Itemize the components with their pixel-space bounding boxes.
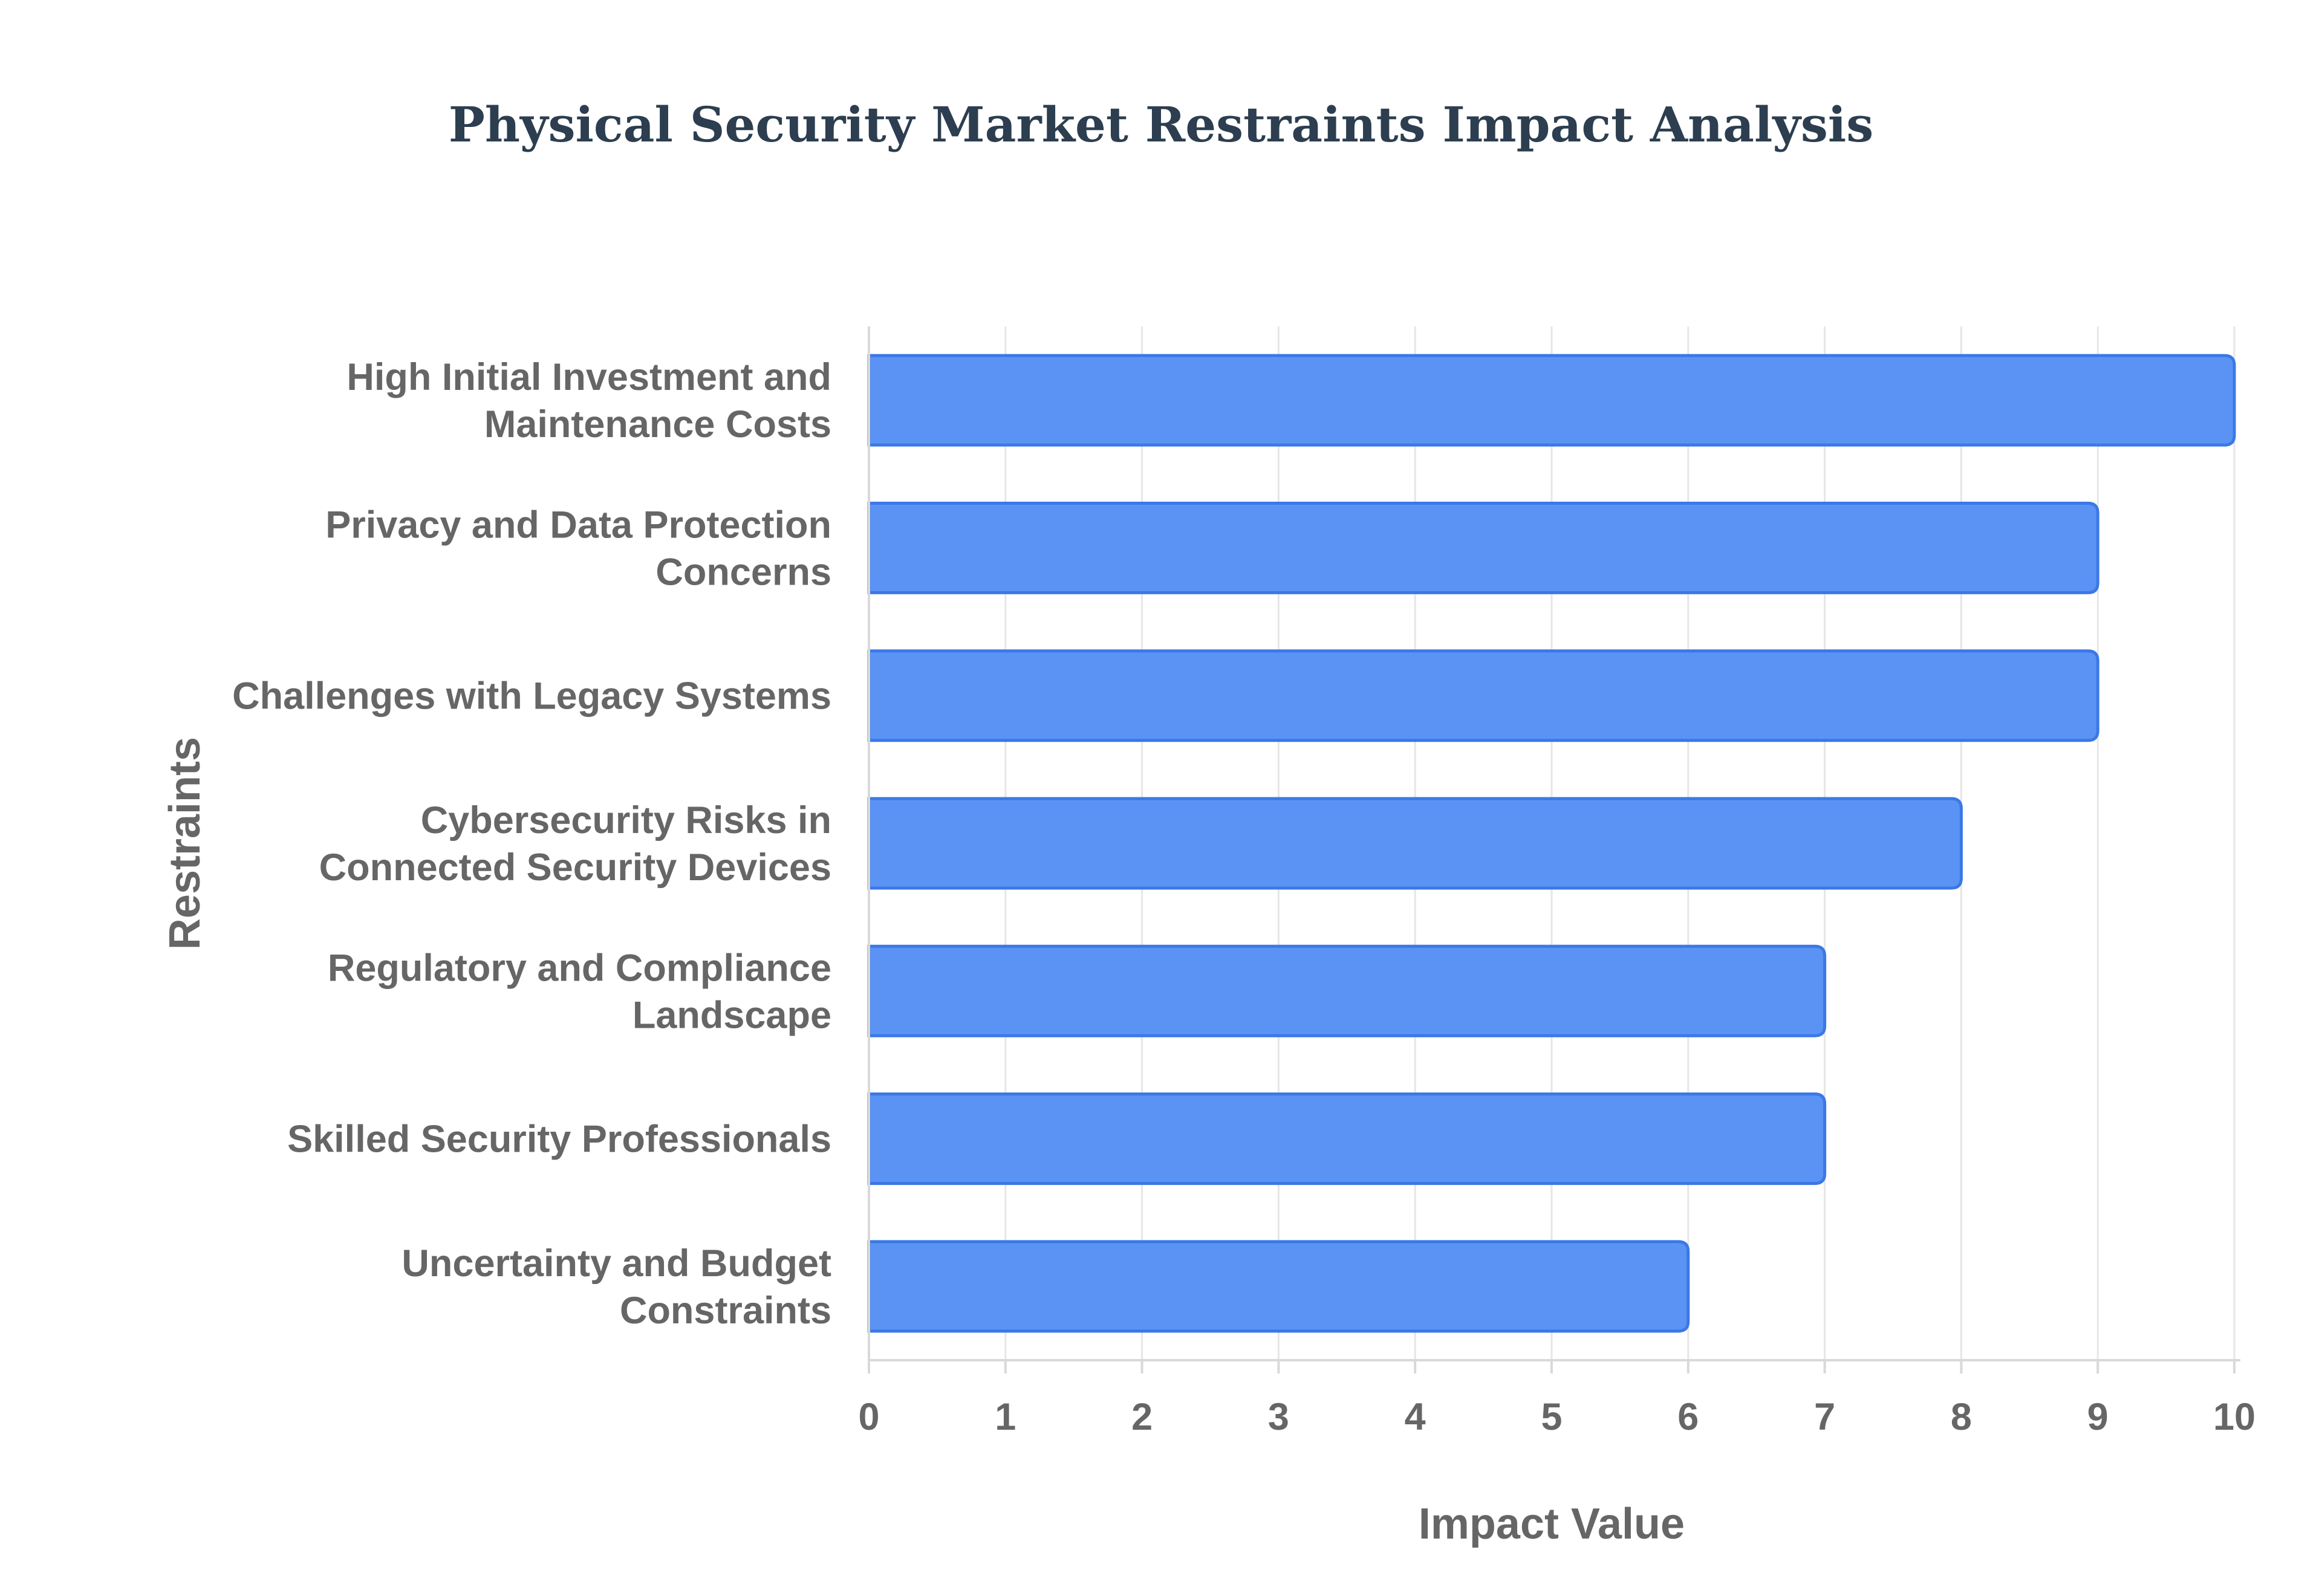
x-tick-label: 0 [858, 1396, 879, 1438]
y-axis-title: Restraints [161, 737, 209, 950]
category-label-line: Privacy and Data Protection [325, 504, 831, 546]
x-tick-label: 8 [1951, 1396, 1972, 1438]
x-tick-label: 2 [1131, 1396, 1153, 1438]
x-tick-labels: 0 1 2 3 4 5 6 7 8 9 10 [858, 1396, 2255, 1438]
bar [867, 1240, 1690, 1333]
x-tick-label: 4 [1405, 1396, 1426, 1438]
x-axis-title: Impact Value [1419, 1500, 1685, 1548]
category-label: Challenges with Legacy Systems [232, 675, 831, 718]
x-tick-label: 7 [1814, 1396, 1835, 1438]
category-label-line: High Initial Investment and [346, 356, 831, 398]
x-tick-label: 6 [1677, 1396, 1699, 1438]
category-label: Privacy and Data Protection Concerns [325, 504, 831, 593]
category-label-line: Regulatory and Compliance [328, 947, 831, 989]
bar [867, 649, 2099, 742]
chart-title: Physical Security Market Restraints Impa… [448, 96, 1874, 153]
category-label: Uncertainty and Budget Constraints [402, 1242, 831, 1332]
category-label-line: Maintenance Costs [484, 403, 831, 446]
category-label-line: Cybersecurity Risks in [421, 799, 831, 842]
bar [867, 944, 1827, 1037]
bar [867, 797, 1963, 890]
x-tick-label: 1 [995, 1396, 1016, 1438]
category-label-line: Concerns [655, 551, 831, 593]
category-label: High Initial Investment and Maintenance C… [346, 356, 831, 446]
category-label-line: Skilled Security Professionals [287, 1118, 831, 1161]
bar [867, 1092, 1827, 1186]
category-label-line: Constraints [620, 1289, 831, 1332]
x-tick-label: 10 [2213, 1396, 2255, 1438]
category-label-line: Challenges with Legacy Systems [232, 675, 831, 718]
category-label-line: Connected Security Devices [319, 846, 831, 889]
x-tick-label: 3 [1268, 1396, 1289, 1438]
bars [867, 354, 2236, 1333]
x-tick-label: 9 [2087, 1396, 2109, 1438]
category-labels: High Initial Investment and Maintenance C… [232, 356, 831, 1332]
category-label: Skilled Security Professionals [287, 1118, 831, 1161]
category-label-line: Uncertainty and Budget [402, 1242, 831, 1285]
category-label: Regulatory and Compliance Landscape [328, 947, 831, 1036]
bar [867, 354, 2236, 447]
category-label: Cybersecurity Risks in Connected Security… [319, 799, 831, 889]
x-tick-label: 5 [1541, 1396, 1562, 1438]
category-label-line: Landscape [633, 994, 831, 1036]
axes [868, 326, 2240, 1374]
bar [867, 501, 2099, 594]
